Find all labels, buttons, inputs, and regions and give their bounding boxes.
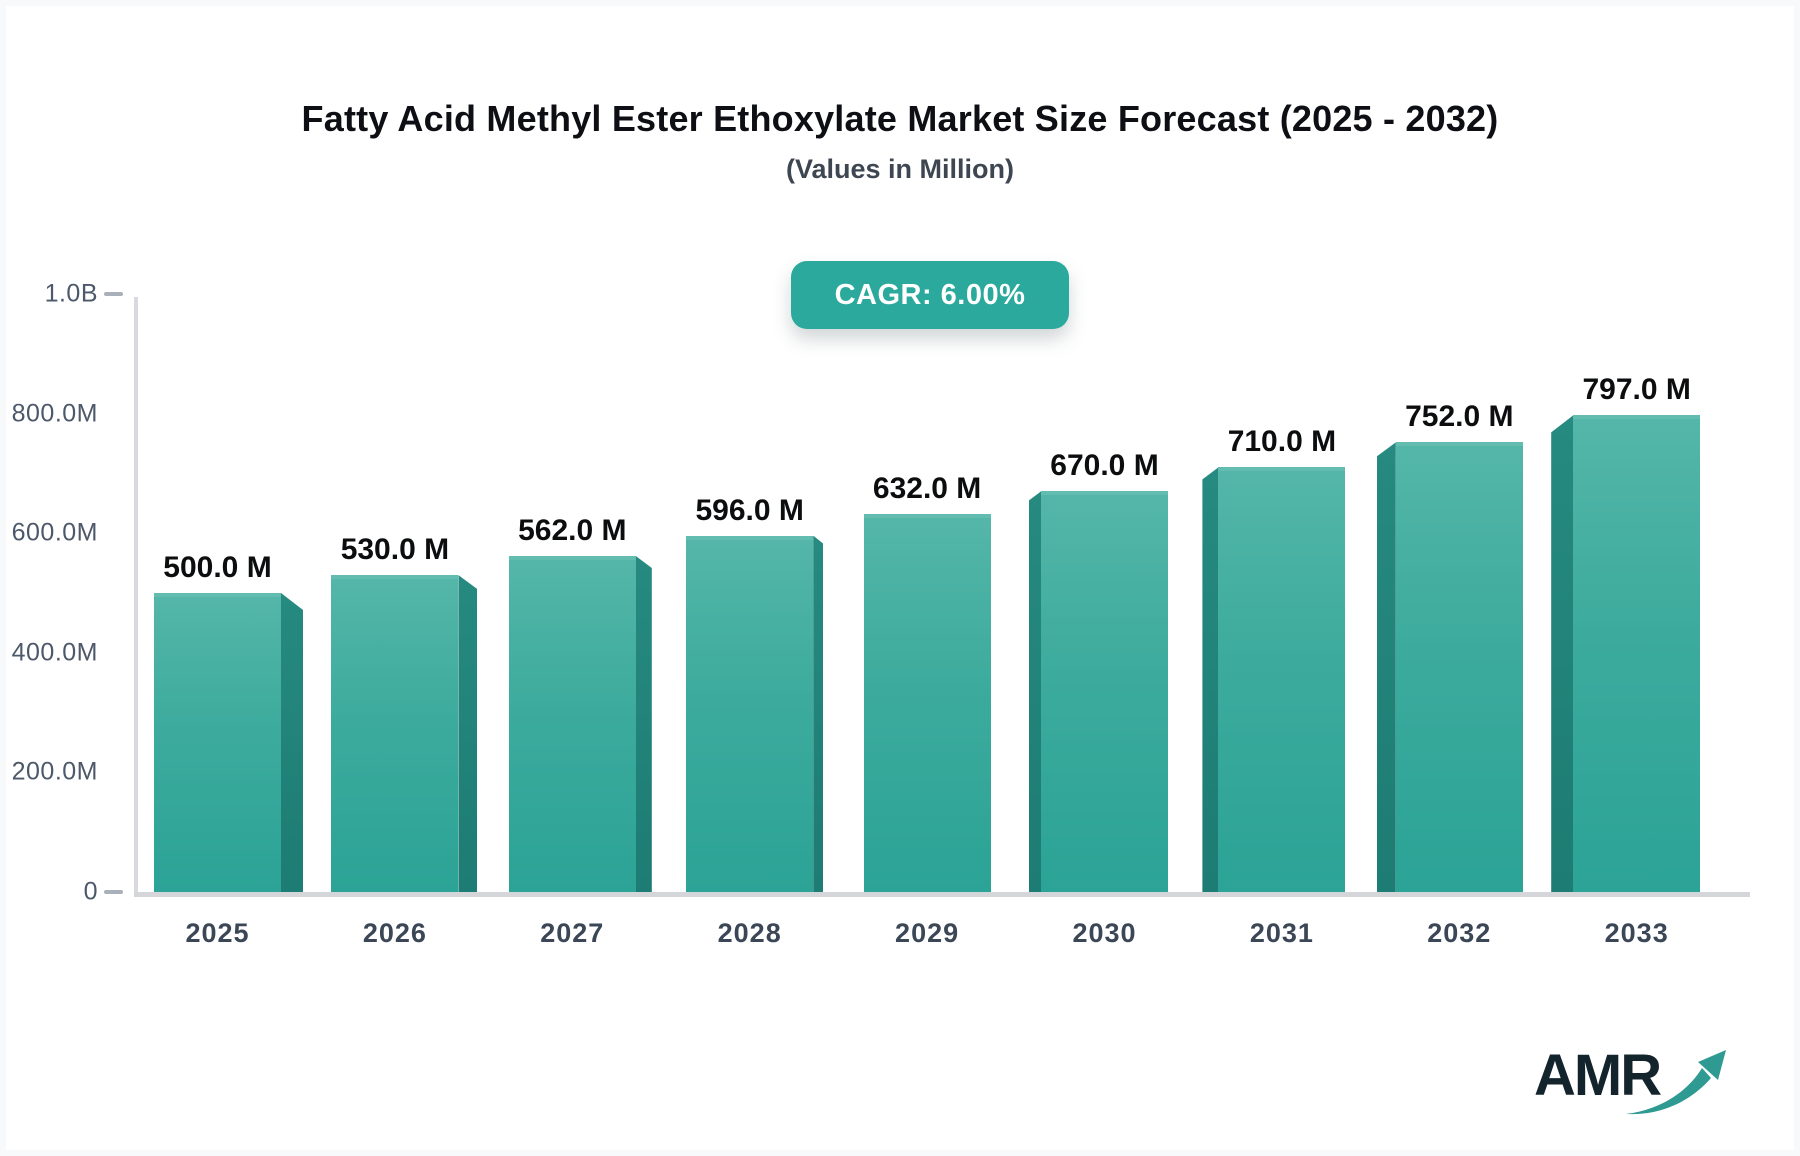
- amr-logo: AMR: [1534, 1036, 1726, 1126]
- chart-title: Fatty Acid Methyl Ester Ethoxylate Marke…: [301, 98, 1499, 139]
- bar-side-shadow-2025: [281, 593, 303, 892]
- bar-2030: [1041, 491, 1168, 892]
- y-tick-mark: [104, 292, 123, 296]
- cagr-badge: CAGR: 6.00%: [791, 261, 1069, 329]
- bar-side-shadow-2031: [1202, 467, 1219, 892]
- bar-value-label-2027: 562.0 M: [518, 513, 627, 547]
- y-tick-label: 1.0B: [44, 279, 98, 308]
- bar-value-label-2028: 596.0 M: [695, 493, 804, 527]
- bar-side-shadow-2028: [813, 535, 824, 892]
- trend-up-arrow-icon: [1626, 1050, 1726, 1115]
- bar-2025: [154, 593, 281, 892]
- y-tick-label: 600.0M: [11, 518, 98, 547]
- x-tick-label-2032: 2032: [1427, 918, 1492, 948]
- cagr-badge-label: CAGR: 6.00%: [834, 278, 1026, 311]
- bar-2028: [686, 535, 814, 892]
- x-tick-label-2030: 2030: [1072, 918, 1137, 948]
- y-tick-label: 400.0M: [11, 638, 98, 667]
- y-tick-label: 800.0M: [11, 399, 98, 428]
- chart-card: Fatty Acid Methyl Ester Ethoxylate Marke…: [6, 6, 1794, 1150]
- y-tick-label: 0: [83, 877, 98, 906]
- bar-value-label-2025: 500.0 M: [163, 551, 272, 584]
- bar-2032: [1395, 442, 1523, 892]
- bar-side-shadow-2030: [1029, 491, 1041, 892]
- bar-side-shadow-2026: [458, 575, 478, 892]
- bar-2026: [331, 575, 459, 892]
- x-tick-label-2027: 2027: [540, 918, 605, 948]
- y-tick-label: 200.0M: [11, 757, 98, 786]
- bar-2029: [863, 514, 991, 892]
- bar-value-label-2026: 530.0 M: [340, 533, 450, 567]
- bar-side-shadow-2033: [1551, 415, 1574, 892]
- x-tick-label-2029: 2029: [895, 918, 960, 948]
- y-tick-mark: [104, 890, 123, 894]
- x-tick-label-2031: 2031: [1249, 918, 1314, 948]
- y-axis-line: [134, 297, 138, 892]
- x-axis-line: [134, 892, 1750, 897]
- x-tick-label-2025: 2025: [185, 918, 250, 948]
- bar-value-label-2030: 670.0 M: [1050, 449, 1159, 483]
- bar-2027: [508, 555, 636, 892]
- x-tick-label-2028: 2028: [717, 918, 782, 948]
- bar-value-label-2032: 752.0 M: [1405, 400, 1514, 434]
- amr-logo-text: AMR: [1534, 1043, 1662, 1108]
- bar-side-shadow-2027: [635, 555, 652, 892]
- bar-2033: [1573, 415, 1701, 892]
- bar-side-shadow-2032: [1376, 442, 1396, 892]
- bar-chart-plot-area: 500.0 M 530.0 M 562.0 M 596.0 M 632.0 M 670.0…: [138, 294, 1750, 892]
- x-tick-label-2026: 2026: [362, 918, 427, 948]
- chart-subtitle: (Values in Million): [785, 154, 1015, 184]
- bar-2031: [1218, 467, 1346, 892]
- bar-value-label-2029: 632.0 M: [872, 472, 982, 506]
- x-tick-label-2033: 2033: [1604, 918, 1669, 948]
- bar-value-label-2033: 797.0 M: [1582, 373, 1691, 407]
- bar-value-label-2031: 710.0 M: [1227, 425, 1337, 459]
